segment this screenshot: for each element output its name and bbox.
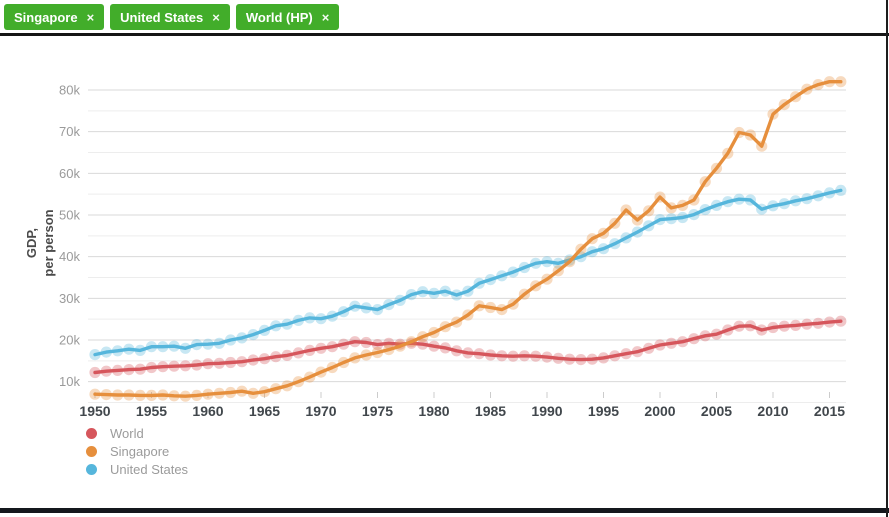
- x-tick-label: 2015: [814, 403, 845, 419]
- x-tick-label: 1950: [79, 403, 110, 419]
- filter-tag-label: United States: [120, 9, 204, 25]
- filter-tag-world-hp[interactable]: World (HP) ×: [235, 4, 340, 30]
- series-line: [93, 80, 843, 398]
- series-united-states: [89, 184, 847, 361]
- y-axis-title-line1: GDP,: [24, 227, 39, 259]
- top-divider: [0, 33, 889, 36]
- series-line: [93, 188, 843, 357]
- y-tick-label: 50k: [59, 207, 80, 222]
- x-tick-label: 1975: [362, 403, 393, 419]
- x-tick-label: 1960: [192, 403, 223, 419]
- legend-item-united-states[interactable]: United States: [86, 460, 188, 478]
- filter-tag-united-states[interactable]: United States ×: [110, 4, 230, 30]
- chart-legend: World Singapore United States: [86, 424, 188, 478]
- x-tick-label: 1995: [588, 403, 619, 419]
- filter-tag-label: Singapore: [14, 9, 78, 25]
- right-border: [886, 0, 888, 517]
- x-tick-label: 2005: [701, 403, 732, 419]
- bottom-divider: [0, 508, 889, 513]
- legend-item-singapore[interactable]: Singapore: [86, 442, 188, 460]
- x-tick-label: 2000: [644, 403, 675, 419]
- y-tick-label: 40k: [59, 249, 80, 264]
- y-axis-title-line2: per person: [41, 209, 56, 277]
- remove-tag-icon[interactable]: ×: [321, 9, 330, 25]
- x-tick-label: 1990: [531, 403, 562, 419]
- filter-tag-label: World (HP): [245, 9, 313, 25]
- remove-tag-icon[interactable]: ×: [212, 9, 220, 25]
- y-tick-label: 20k: [59, 332, 80, 347]
- series-line: [93, 319, 843, 375]
- x-tick-label: 1965: [249, 403, 280, 419]
- filter-tag-singapore[interactable]: Singapore ×: [4, 4, 105, 30]
- y-tick-label: 30k: [59, 291, 80, 306]
- series-world: [89, 315, 847, 379]
- remove-tag-icon[interactable]: ×: [86, 9, 95, 25]
- y-tick-label: 70k: [59, 124, 80, 139]
- legend-dot-united-states: [86, 463, 97, 475]
- legend-label: World: [110, 425, 144, 441]
- x-tick-label: 1980: [418, 403, 449, 419]
- legend-dot-world: [86, 427, 97, 439]
- filter-tags-bar: Singapore × United States × World (HP) ×: [0, 0, 889, 33]
- y-tick-label: 10k: [59, 374, 80, 389]
- x-tick-label: 1970: [305, 403, 336, 419]
- legend-label: United States: [110, 461, 189, 477]
- legend-item-world[interactable]: World: [86, 424, 188, 442]
- x-tick-label: 1955: [136, 403, 167, 419]
- legend-label: Singapore: [110, 443, 170, 459]
- x-tick-label: 1985: [475, 403, 506, 419]
- y-tick-label: 80k: [59, 82, 80, 97]
- x-tick-label: 2010: [757, 403, 788, 419]
- y-axis-title: GDP, per person: [23, 182, 57, 304]
- y-tick-label: 60k: [59, 166, 80, 181]
- legend-dot-singapore: [86, 445, 97, 457]
- series-singapore: [89, 76, 847, 402]
